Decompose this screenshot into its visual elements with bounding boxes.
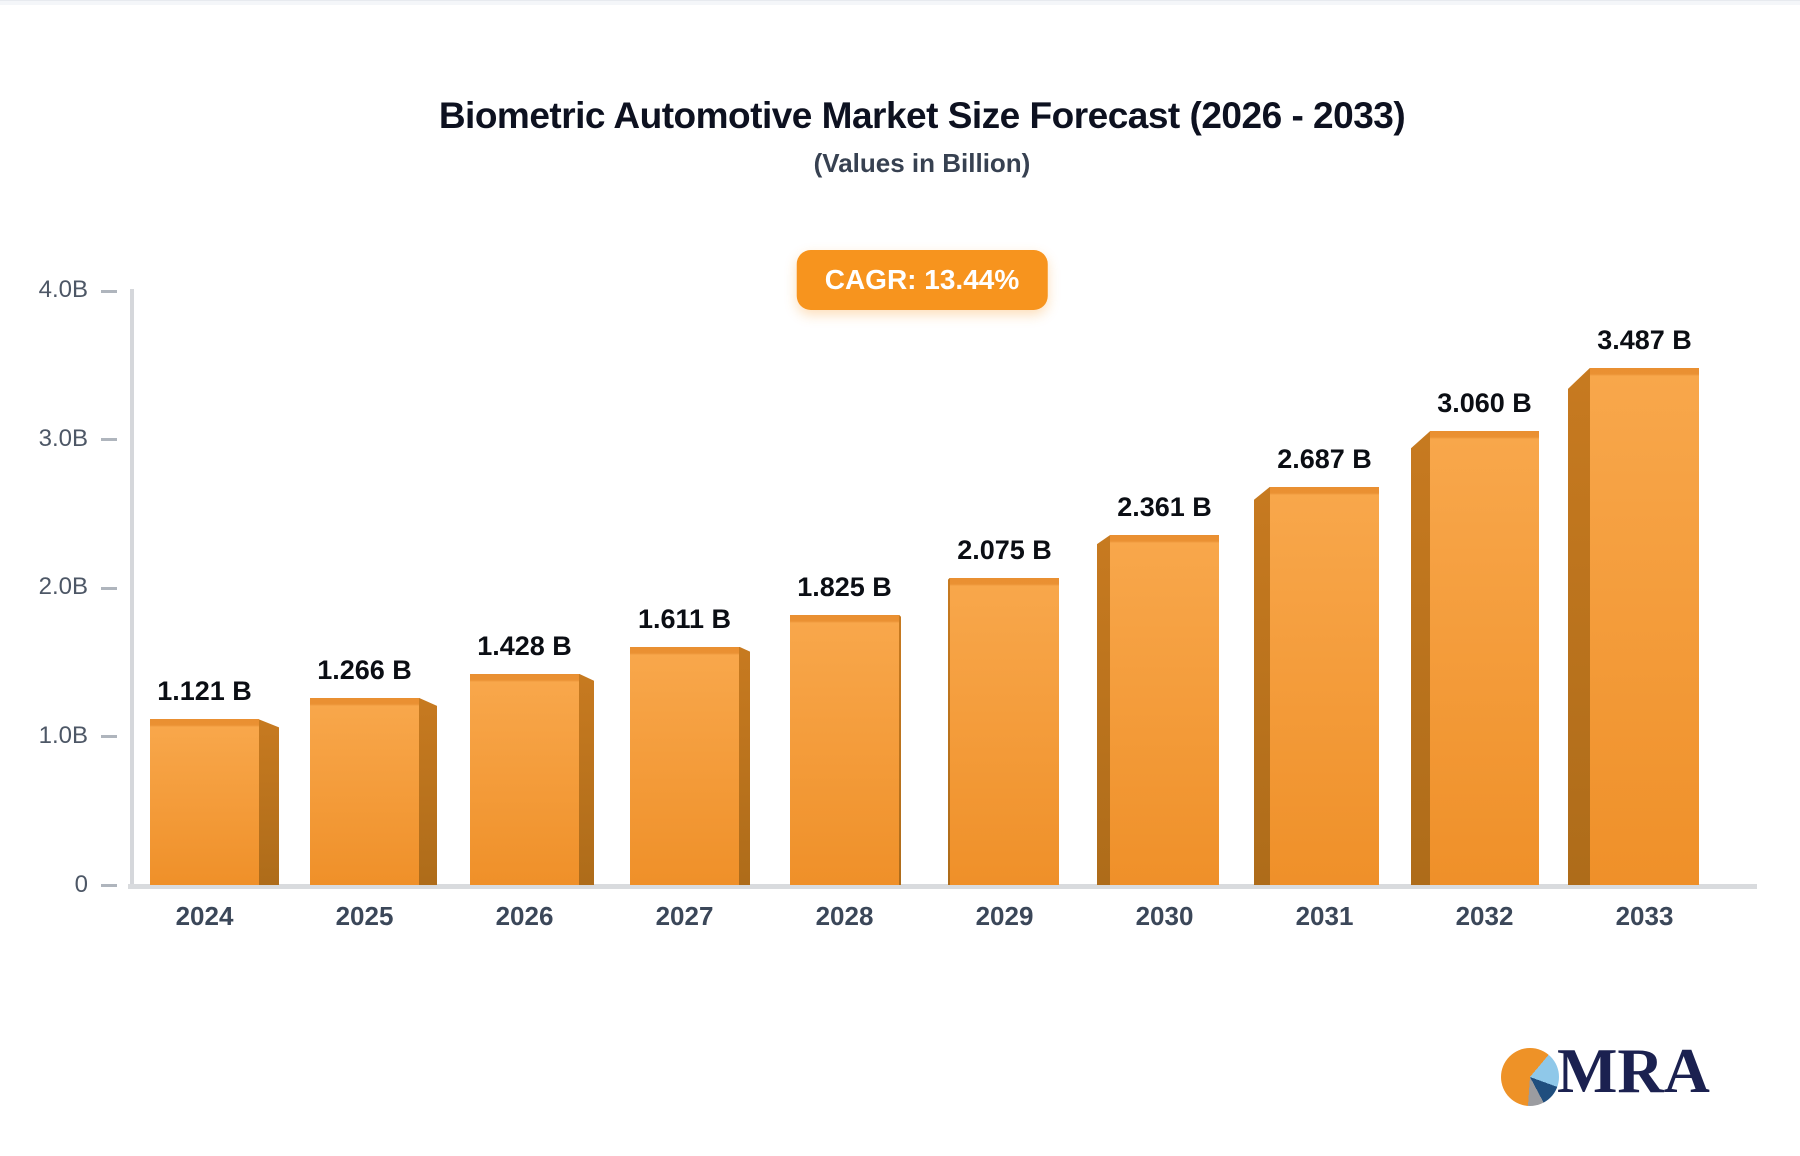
bar-3d-side [259, 719, 279, 885]
bar-2029 [950, 577, 1059, 885]
x-tick-label: 2033 [1615, 901, 1674, 931]
y-tick-mark [101, 586, 117, 590]
bar-3d-side [1254, 486, 1270, 885]
cagr-badge: CAGR: 13.44% [796, 250, 1048, 310]
brand-logo: MRA [1501, 1035, 1731, 1112]
bar-value-label: 2.687 B [1277, 443, 1372, 474]
x-tick-label: 2028 [815, 901, 874, 931]
y-tick-mark [101, 735, 117, 739]
y-tick-label: 0 [74, 870, 88, 898]
x-tick-label: 2026 [495, 901, 554, 931]
top-edge-strip [0, 0, 1800, 5]
y-tick-mark [101, 438, 117, 442]
x-tick-label: 2029 [975, 901, 1034, 931]
bar-2030 [1110, 535, 1219, 885]
chart-title: Biometric Automotive Market Size Forecas… [438, 95, 1406, 136]
bar-2025 [310, 697, 419, 885]
bar-value-label: 1.266 B [317, 654, 412, 685]
logo-text: MRA [1557, 1035, 1710, 1106]
y-tick-mark [101, 884, 117, 887]
bar-2027 [630, 646, 739, 885]
bar-value-label: 2.361 B [1117, 492, 1212, 523]
x-tick-label: 2030 [1135, 901, 1194, 931]
y-tick-label: 3.0B [38, 424, 88, 452]
y-tick-label: 2.0B [38, 573, 88, 601]
bar-2024 [150, 719, 259, 885]
bar-3d-side [899, 614, 901, 885]
y-axis-line [130, 289, 134, 889]
pie-chart-logo-icon [1501, 1048, 1559, 1106]
bar-3d-side [419, 697, 437, 885]
x-tick-label: 2027 [655, 901, 714, 931]
bar-value-label: 1.825 B [797, 571, 892, 602]
bar-value-label: 3.487 B [1597, 324, 1692, 355]
bar-2031 [1270, 486, 1379, 885]
y-tick-label: 1.0B [38, 721, 88, 749]
chart-subtitle: (Values in Billion) [813, 148, 1031, 178]
x-tick-label: 2024 [175, 901, 234, 931]
x-tick-label: 2025 [335, 901, 394, 931]
bar-3d-side [1568, 367, 1590, 885]
bar-2033 [1590, 367, 1699, 885]
bar-3d-side [1411, 431, 1430, 885]
x-tick-label: 2032 [1455, 901, 1514, 931]
bar-value-label: 1.121 B [157, 676, 252, 707]
bar-3d-side [948, 577, 950, 885]
bar-2026 [470, 673, 579, 885]
bar-value-label: 1.611 B [637, 603, 732, 634]
bar-2028 [790, 614, 899, 885]
bar-value-label: 3.060 B [1437, 388, 1532, 419]
bar-3d-side [739, 646, 750, 885]
y-tick-mark [101, 289, 117, 293]
bar-2032 [1430, 431, 1539, 885]
x-tick-label: 2031 [1295, 901, 1354, 931]
bar-value-label: 2.075 B [957, 534, 1052, 565]
y-tick-label: 4.0B [38, 276, 88, 304]
bar-value-label: 1.428 B [477, 630, 572, 661]
bar-3d-side [579, 673, 594, 885]
x-axis-baseline [128, 884, 1757, 889]
bar-3d-side [1097, 535, 1110, 885]
